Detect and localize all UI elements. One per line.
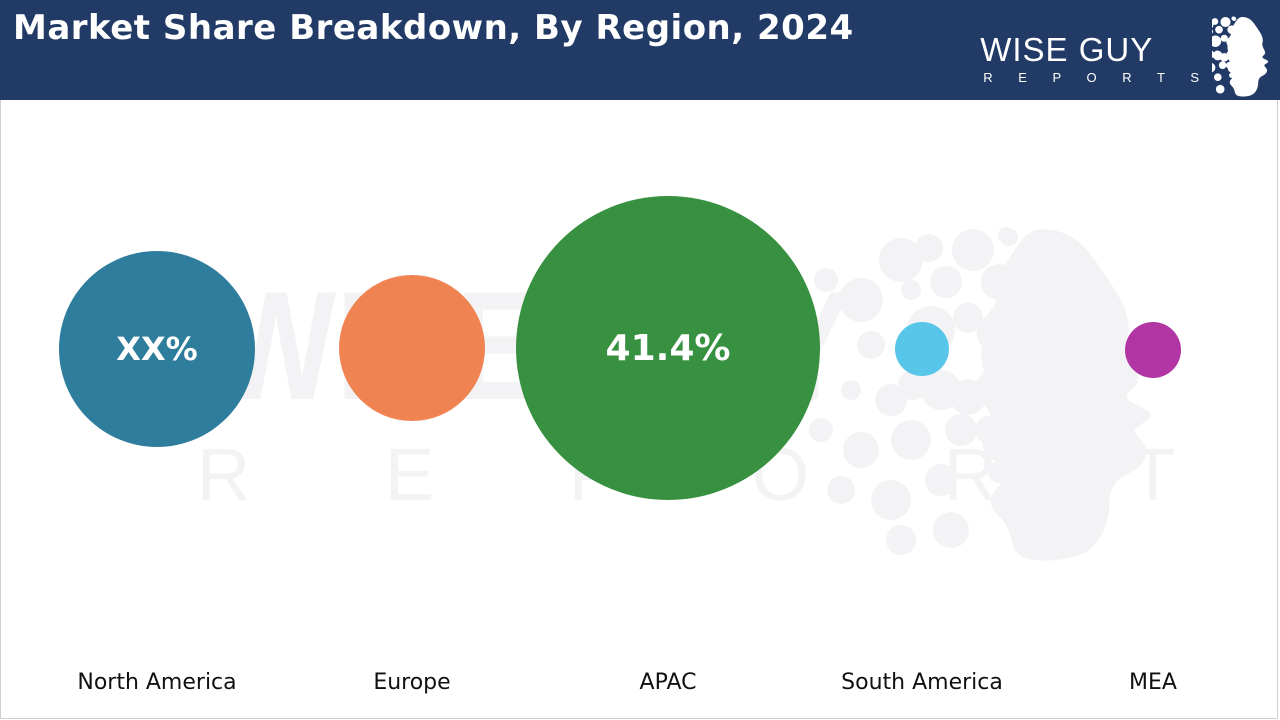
category-label-north-america: North America (77, 670, 237, 695)
watermark-head-icon (789, 227, 1152, 561)
bubble-value-label: XX% (116, 330, 198, 368)
logo-subtitle: R E P O R T S (983, 69, 1210, 85)
category-label-apac: APAC (639, 670, 697, 695)
bubble-chart: WISE GUY R E P O R T S XX% 41.4% North A… (0, 100, 1278, 719)
category-label-south-america: South America (841, 670, 1003, 695)
bubble-value-label: 41.4% (605, 327, 731, 369)
header-bar: Market Share Breakdown, By Region, 2024 … (0, 0, 1280, 100)
logo-text: WISE GUY R E P O R T S (980, 30, 1210, 85)
head-profile-logo-icon (1212, 16, 1269, 97)
category-label-mea: MEA (1129, 670, 1177, 695)
bubble-north-america: XX% (59, 251, 255, 447)
category-label-europe: Europe (373, 670, 451, 695)
bubble-apac: 41.4% (516, 196, 820, 500)
bubble-mea (1125, 322, 1181, 378)
logo-wordmark: WISE GUY (980, 30, 1154, 68)
bubble-europe (339, 275, 485, 421)
wise-guy-reports-logo: WISE GUY R E P O R T S (980, 16, 1274, 100)
bubble-south-america (895, 322, 949, 376)
page-title: Market Share Breakdown, By Region, 2024 (13, 8, 854, 48)
